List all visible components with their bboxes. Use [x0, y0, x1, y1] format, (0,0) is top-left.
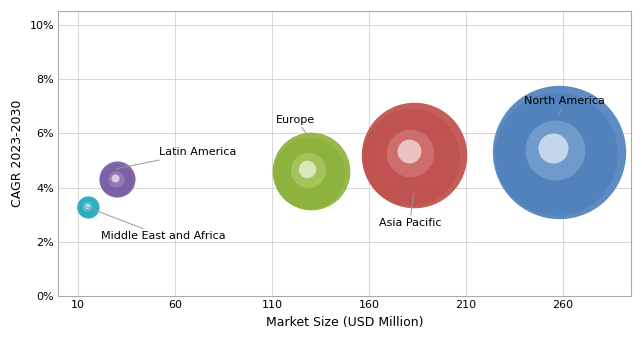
Text: North America: North America — [524, 96, 605, 114]
Point — [110, 175, 120, 181]
Point — [548, 145, 558, 150]
Point — [110, 177, 121, 183]
Text: Latin America: Latin America — [117, 147, 237, 169]
Text: Middle East and Africa: Middle East and Africa — [85, 207, 226, 241]
Point — [303, 167, 313, 172]
Point — [408, 152, 419, 158]
Point — [306, 169, 316, 174]
Point — [82, 204, 92, 209]
Point — [82, 203, 92, 209]
Point — [405, 150, 415, 155]
Point — [406, 154, 416, 159]
Point — [112, 177, 122, 182]
Point — [404, 149, 414, 154]
Point — [302, 166, 312, 171]
X-axis label: Market Size (USD Million): Market Size (USD Million) — [266, 316, 424, 329]
Point — [82, 203, 92, 208]
Point — [550, 147, 560, 152]
Point — [554, 150, 564, 155]
Point — [82, 204, 92, 210]
Point — [304, 170, 314, 175]
Text: Asia Pacific: Asia Pacific — [379, 193, 441, 228]
Point — [110, 176, 121, 182]
Text: Europe: Europe — [276, 115, 315, 139]
Point — [551, 152, 561, 157]
Y-axis label: CAGR 2023-2030: CAGR 2023-2030 — [11, 100, 24, 207]
